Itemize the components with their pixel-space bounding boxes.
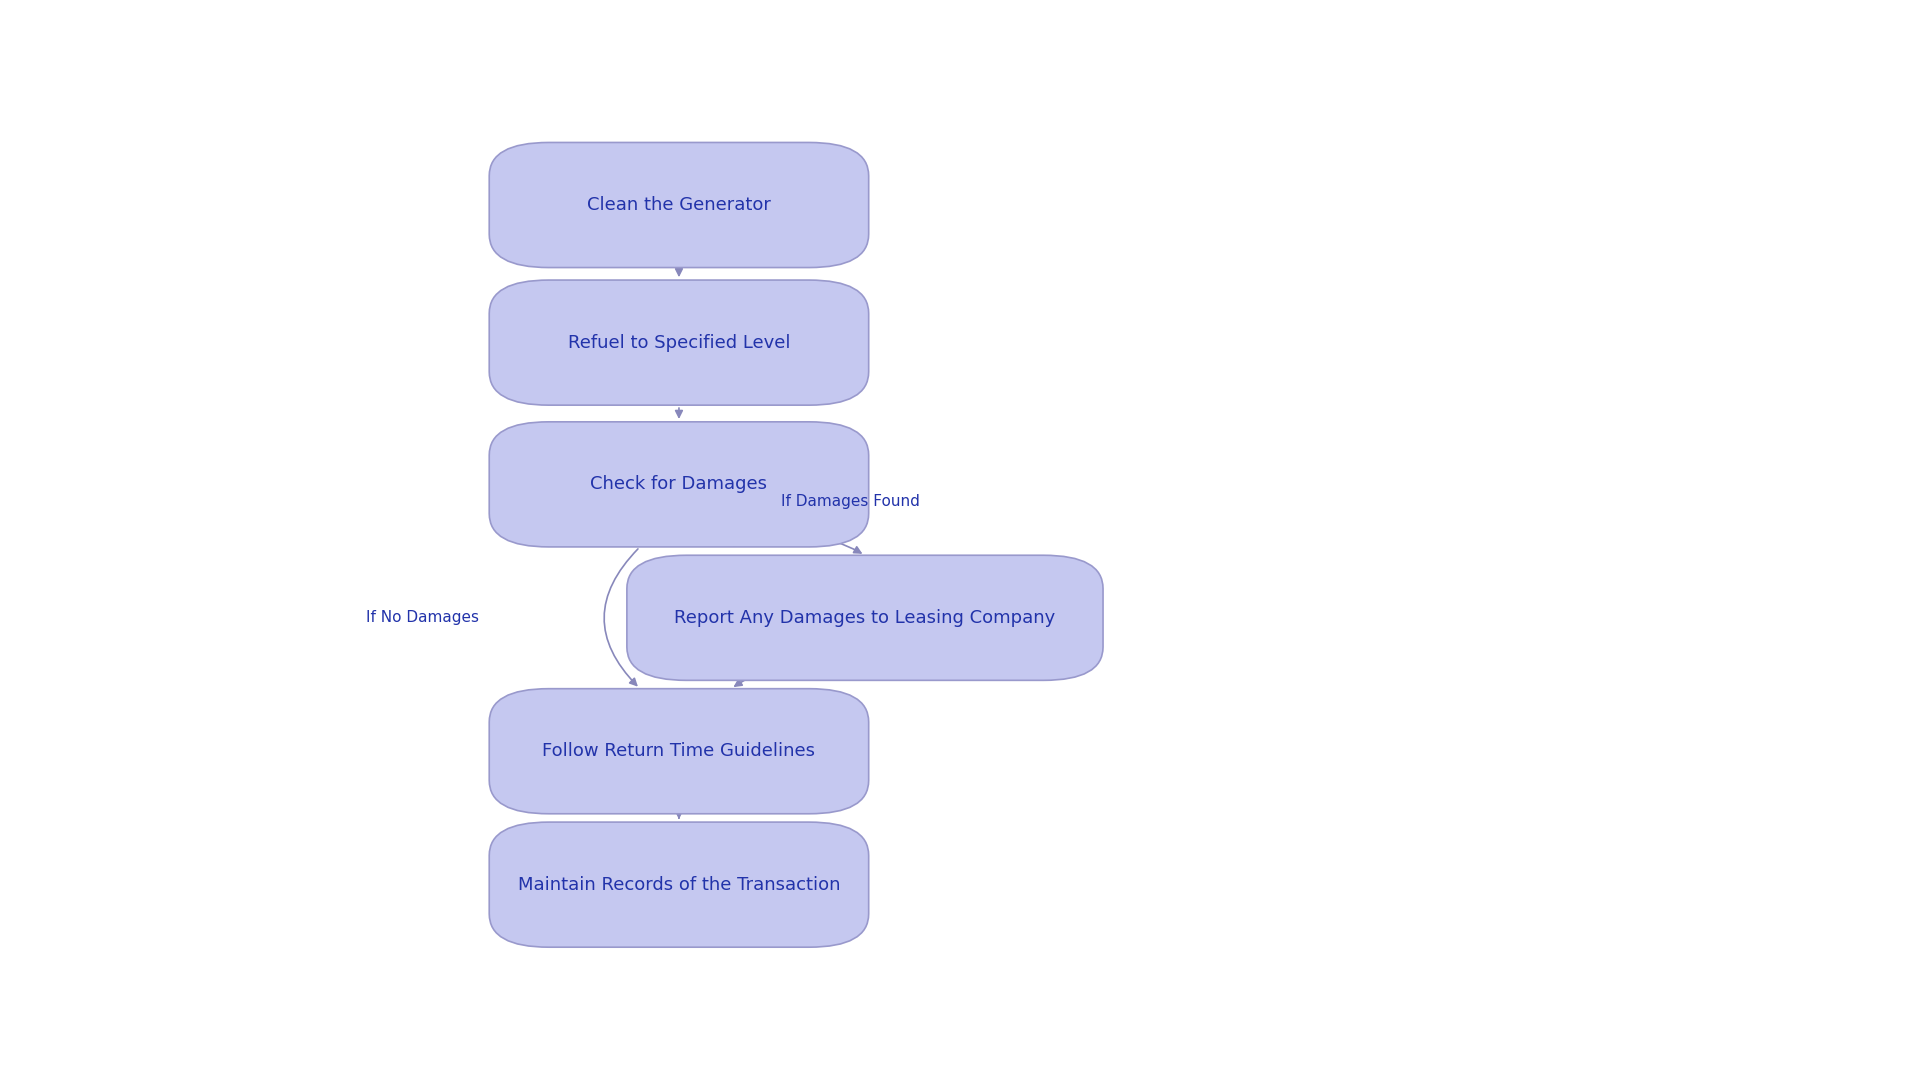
Text: Follow Return Time Guidelines: Follow Return Time Guidelines [543, 742, 816, 760]
Text: Report Any Damages to Leasing Company: Report Any Damages to Leasing Company [674, 609, 1056, 627]
FancyBboxPatch shape [490, 689, 868, 813]
Text: Maintain Records of the Transaction: Maintain Records of the Transaction [518, 876, 841, 893]
FancyBboxPatch shape [490, 143, 868, 268]
FancyBboxPatch shape [626, 556, 1102, 680]
Text: Clean the Generator: Clean the Generator [588, 196, 772, 214]
Text: Refuel to Specified Level: Refuel to Specified Level [568, 334, 791, 352]
Text: Check for Damages: Check for Damages [591, 475, 768, 494]
FancyBboxPatch shape [490, 422, 868, 547]
FancyBboxPatch shape [490, 280, 868, 405]
FancyBboxPatch shape [490, 822, 868, 948]
Text: If No Damages: If No Damages [367, 611, 478, 625]
Text: If Damages Found: If Damages Found [781, 494, 920, 509]
